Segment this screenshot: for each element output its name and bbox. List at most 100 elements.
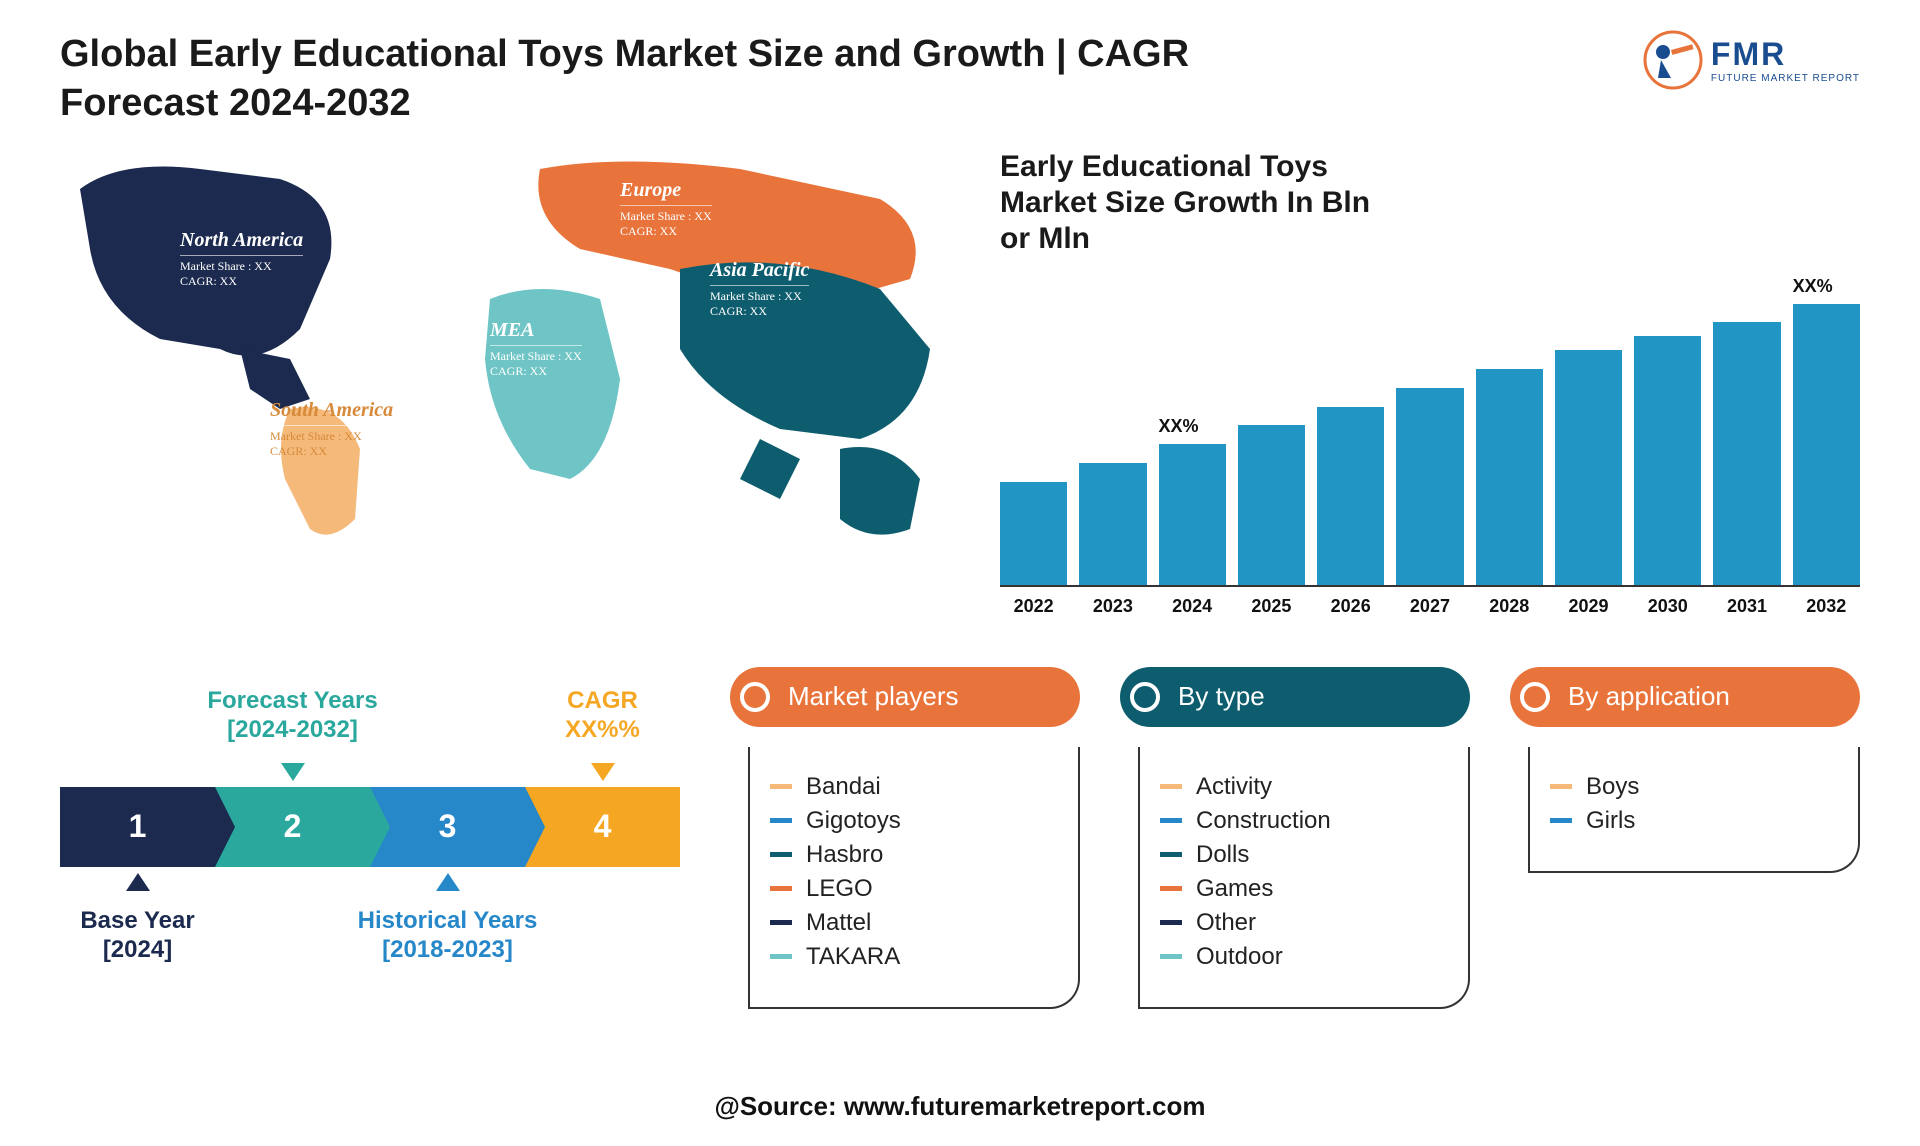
list-item-label: Construction [1196, 807, 1331, 835]
region-name: Asia Pacific [710, 259, 809, 282]
timeline-label-1: Base Year[2024] [38, 907, 238, 965]
bar [1000, 482, 1067, 585]
list-item: Girls [1550, 807, 1838, 835]
bar-year-label: 2032 [1806, 596, 1846, 617]
timeline-seg-1: 1 [60, 787, 215, 867]
timeline-label-3: Historical Years[2018-2023] [348, 907, 548, 965]
bar-year-label: 2031 [1727, 596, 1767, 617]
pill-dot-icon [1520, 682, 1550, 712]
bar-chart: 20222023XX%20242025202620272028202920302… [1000, 267, 1860, 587]
list-item-label: Girls [1586, 807, 1635, 835]
pill-title: By type [1178, 681, 1265, 712]
bar [1713, 322, 1780, 585]
bar-year-label: 2027 [1410, 596, 1450, 617]
swatch-icon [1550, 818, 1572, 823]
timeline-bar: 1234 [60, 787, 680, 867]
category-pill: By application [1510, 667, 1860, 727]
list-item: Other [1160, 909, 1448, 937]
bar-chart-section: Early Educational Toys Market Size Growt… [1000, 149, 1860, 587]
bar-pct-label: XX% [1159, 416, 1199, 437]
page-title: Global Early Educational Toys Market Siz… [60, 30, 1260, 129]
list-item: LEGO [770, 875, 1058, 903]
timeline-triangle-icon [591, 763, 615, 781]
region-name: MEA [490, 319, 582, 342]
bar [1476, 369, 1543, 585]
bar-year-label: 2025 [1251, 596, 1291, 617]
list-item-label: Bandai [806, 773, 881, 801]
bar-2022: 2022 [1000, 482, 1067, 585]
swatch-icon [1160, 818, 1182, 823]
swatch-icon [770, 920, 792, 925]
bar-2027: 2027 [1396, 388, 1463, 585]
list-item: Boys [1550, 773, 1838, 801]
timeline-triangle-icon [126, 873, 150, 891]
bar [1317, 407, 1384, 585]
list-item-label: Activity [1196, 773, 1272, 801]
list-item: Games [1160, 875, 1448, 903]
swatch-icon [1160, 920, 1182, 925]
bar-year-label: 2029 [1568, 596, 1608, 617]
categories: Market players Bandai Gigotoys Hasbro LEGO Ma… [730, 667, 1860, 1009]
timeline-triangle-icon [436, 873, 460, 891]
pill-dot-icon [740, 682, 770, 712]
list-item: Activity [1160, 773, 1448, 801]
bar [1238, 425, 1305, 584]
list-item-label: TAKARA [806, 943, 900, 971]
bar-2031: 2031 [1713, 322, 1780, 585]
bar-year-label: 2022 [1014, 596, 1054, 617]
list-item: Hasbro [770, 841, 1058, 869]
bar-2028: 2028 [1476, 369, 1543, 585]
category-column: Market players Bandai Gigotoys Hasbro LEGO Ma… [730, 667, 1080, 1009]
region-south-america: South AmericaMarket Share : XXCAGR: XX [270, 399, 393, 459]
list-item-label: Gigotoys [806, 807, 901, 835]
list-item: Bandai [770, 773, 1058, 801]
fmr-logo-icon [1643, 30, 1703, 90]
header: Global Early Educational Toys Market Siz… [60, 30, 1860, 129]
swatch-icon [770, 954, 792, 959]
list-item: Outdoor [1160, 943, 1448, 971]
region-share: Market Share : XX [490, 345, 582, 364]
bar-2029: 2029 [1555, 350, 1622, 584]
list-item-label: Outdoor [1196, 943, 1283, 971]
region-share: Market Share : XX [180, 255, 303, 274]
swatch-icon [1160, 886, 1182, 891]
logo-text-main: FMR [1711, 36, 1860, 73]
swatch-icon [1550, 784, 1572, 789]
list-item-label: Dolls [1196, 841, 1249, 869]
timeline-triangle-icon [281, 763, 305, 781]
timeline-seg-4: 4 [525, 787, 680, 867]
bar-2032: XX%2032 [1793, 304, 1860, 585]
list-item-label: Mattel [806, 909, 871, 937]
region-cagr: CAGR: XX [180, 274, 303, 289]
swatch-icon [770, 818, 792, 823]
category-list: Activity Construction Dolls Games Other Outdo… [1138, 747, 1470, 1009]
category-list: Boys Girls [1528, 747, 1860, 873]
category-list: Bandai Gigotoys Hasbro LEGO Mattel TAKARA [748, 747, 1080, 1009]
pill-title: By application [1568, 681, 1730, 712]
pill-title: Market players [788, 681, 959, 712]
list-item-label: Boys [1586, 773, 1639, 801]
timeline-seg-3: 3 [370, 787, 525, 867]
region-europe: EuropeMarket Share : XXCAGR: XX [620, 179, 712, 239]
bar: XX% [1793, 304, 1860, 585]
timeline-label-4: CAGRXX%% [503, 687, 703, 745]
bar-2026: 2026 [1317, 407, 1384, 585]
category-column: By type Activity Construction Dolls Games Oth… [1120, 667, 1470, 1009]
region-north-america: North America Market Share : XXCAGR: XX [180, 229, 303, 289]
region-share: Market Share : XX [270, 425, 393, 444]
region-cagr: CAGR: XX [620, 224, 712, 239]
chart-title: Early Educational Toys Market Size Growt… [1000, 149, 1400, 257]
bar-2024: XX%2024 [1159, 444, 1226, 585]
region-mea: MEAMarket Share : XXCAGR: XX [490, 319, 582, 379]
world-map: North AmericaMarket Share : XXCAGR: XXSo… [60, 149, 960, 549]
region-cagr: CAGR: XX [270, 444, 393, 459]
region-share: Market Share : XX [710, 285, 809, 304]
region-name: North America [180, 229, 303, 252]
list-item: Mattel [770, 909, 1058, 937]
bar [1079, 463, 1146, 585]
bar-year-label: 2028 [1489, 596, 1529, 617]
swatch-icon [770, 852, 792, 857]
bar-2023: 2023 [1079, 463, 1146, 585]
list-item: Gigotoys [770, 807, 1058, 835]
region-share: Market Share : XX [620, 205, 712, 224]
